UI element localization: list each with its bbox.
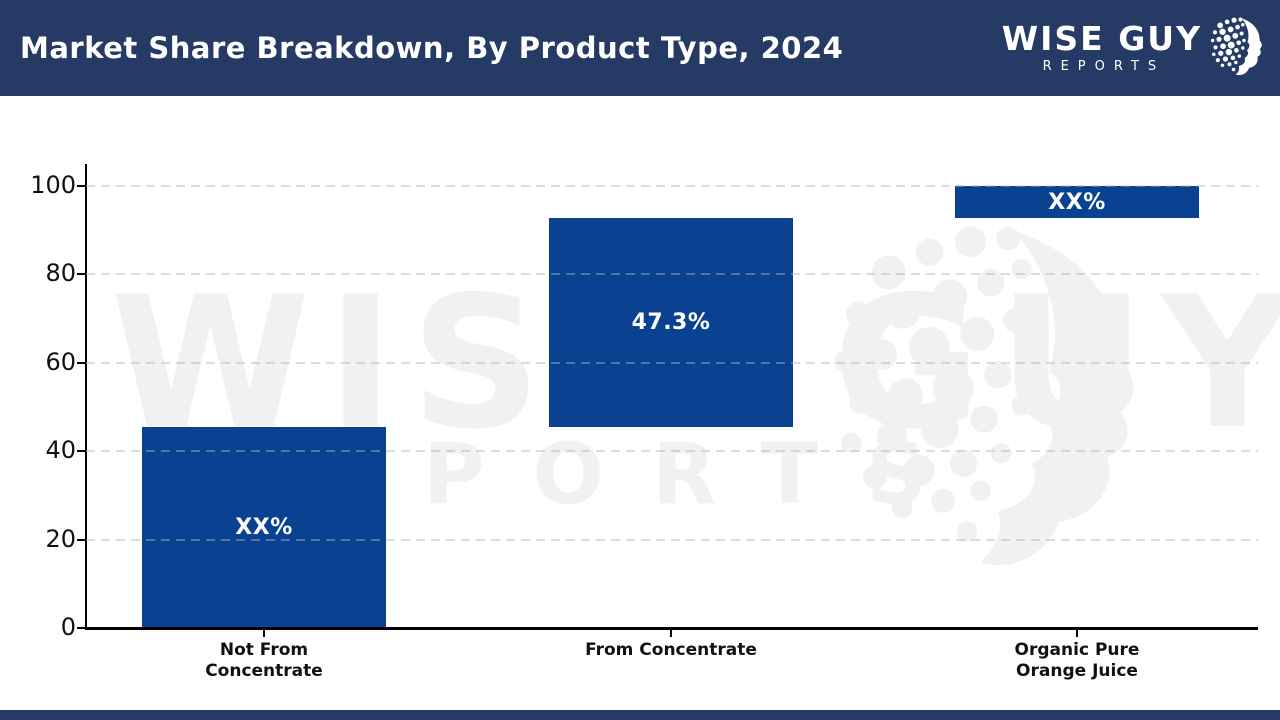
header-bar: Market Share Breakdown, By Product Type,…	[0, 0, 1280, 96]
y-axis-tick-label: 100	[30, 171, 76, 199]
y-axis-tick-label: 60	[45, 347, 76, 376]
bar-organic-pure-orange-juice: XX%	[955, 186, 1199, 219]
x-axis-line	[85, 627, 1258, 630]
x-axis-category-label-organic-pure-orange-juice: Organic Pure Orange Juice	[1014, 640, 1140, 681]
x-axis-tick-not-from-concentrate	[263, 630, 265, 637]
y-axis-line	[85, 164, 87, 630]
brand-dotted-head-icon	[1210, 17, 1262, 76]
y-axis-tick-60	[77, 361, 86, 364]
gridline-20	[86, 538, 1258, 541]
gridline-80	[86, 273, 1258, 276]
y-axis-tick-20	[77, 538, 86, 541]
gridline-40	[86, 450, 1258, 453]
brand-logo-text: WISE GUY REPORTS	[1002, 22, 1202, 74]
bar-not-from-concentrate: XX%	[142, 427, 386, 628]
bar-value-label: XX%	[1048, 189, 1106, 215]
brand-logo-name: WISE GUY	[1001, 19, 1202, 58]
bar-value-label: 47.3%	[631, 310, 711, 336]
y-axis-tick-label: 0	[60, 613, 76, 641]
y-axis-tick-100	[77, 185, 86, 187]
y-axis-tick-40	[77, 450, 86, 453]
x-axis-category-label-from-concentrate: From Concentrate	[585, 640, 757, 660]
brand-logo-subtitle: REPORTS	[1042, 59, 1166, 74]
x-axis-category-label-not-from-concentrate: Not From Concentrate	[205, 640, 323, 681]
y-axis-tick-label: 20	[45, 524, 76, 553]
brand-logo: WISE GUY REPORTS	[1002, 0, 1266, 96]
footer-bar	[0, 710, 1280, 720]
x-axis-tick-organic-pure-orange-juice	[1076, 630, 1078, 637]
y-axis-tick-0	[77, 627, 86, 629]
y-axis-tick-label: 40	[45, 436, 76, 465]
gridline-60	[86, 361, 1258, 364]
bar-value-label: XX%	[235, 515, 293, 541]
y-axis-tick-label: 80	[45, 259, 76, 288]
x-axis-tick-from-concentrate	[670, 630, 672, 637]
bar-from-concentrate: 47.3%	[549, 218, 793, 428]
gridline-100	[86, 185, 1258, 187]
page-title: Market Share Breakdown, By Product Type,…	[20, 31, 844, 65]
y-axis-tick-80	[77, 273, 86, 276]
